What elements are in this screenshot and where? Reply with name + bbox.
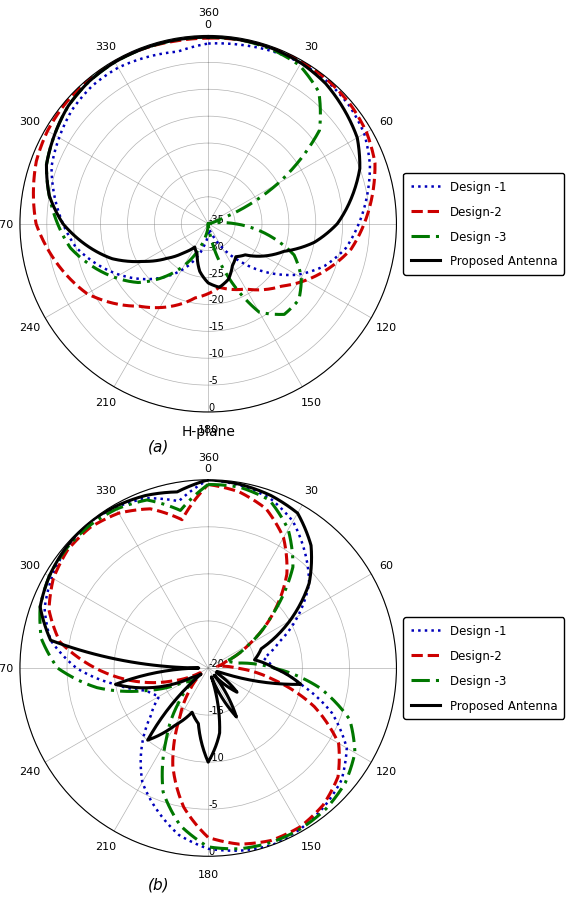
Design -3 — [93, 264, 100, 275]
Proposed Antenna — [252, 654, 259, 665]
Design-2 — [108, 511, 115, 522]
Design -1 — [205, 224, 212, 235]
Design-2 — [216, 282, 223, 293]
Design -1 — [205, 39, 212, 50]
Design -1 — [285, 670, 291, 681]
Proposed Antenna — [205, 33, 212, 44]
Design-2 — [175, 675, 182, 686]
Design -3 — [206, 219, 213, 230]
Proposed Antenna — [115, 255, 122, 266]
Design-2 — [205, 479, 212, 490]
Design -1 — [298, 58, 305, 69]
Proposed Antenna — [191, 242, 198, 253]
Proposed Antenna — [324, 229, 331, 240]
Design -1 — [97, 261, 104, 272]
Proposed Antenna — [349, 191, 355, 202]
Design-2 — [178, 704, 185, 715]
Design -1 — [213, 844, 220, 855]
Proposed Antenna — [205, 475, 212, 486]
Line: Design -3: Design -3 — [46, 38, 320, 315]
Design -1 — [205, 39, 212, 50]
Proposed Antenna — [205, 475, 212, 486]
Design-2 — [106, 60, 113, 71]
Line: Design-2: Design-2 — [49, 485, 339, 844]
Proposed Antenna — [104, 506, 111, 517]
Design -3 — [105, 62, 112, 73]
Design-2 — [369, 189, 376, 200]
Design -1 — [205, 229, 212, 240]
Design-2 — [205, 479, 212, 490]
Design-2 — [151, 302, 157, 313]
Line: Design -1: Design -1 — [52, 45, 370, 280]
Design -3 — [232, 658, 239, 669]
Proposed Antenna — [205, 33, 212, 44]
Design -3 — [294, 670, 301, 681]
Line: Proposed Antenna: Proposed Antenna — [40, 480, 311, 763]
Design-2 — [269, 44, 276, 55]
Proposed Antenna — [160, 681, 166, 692]
Line: Design-2: Design-2 — [33, 39, 375, 308]
Design -1 — [260, 653, 267, 664]
Design-2 — [205, 34, 212, 45]
Design -3 — [205, 33, 212, 44]
Design -3 — [222, 657, 229, 668]
Design-2 — [355, 232, 362, 243]
Design -3 — [205, 479, 212, 490]
Proposed Antenna — [213, 666, 220, 677]
Design -1 — [109, 67, 116, 77]
Design-2 — [205, 34, 212, 45]
Line: Design -1: Design -1 — [45, 480, 347, 851]
Line: Proposed Antenna: Proposed Antenna — [46, 38, 360, 288]
Design-2 — [207, 288, 214, 299]
Design -3 — [298, 824, 305, 834]
Design -1 — [262, 651, 269, 662]
Design -3 — [165, 724, 171, 735]
Design-2 — [66, 273, 73, 284]
Design-2 — [215, 660, 222, 671]
Design -1 — [138, 768, 144, 779]
Design -3 — [176, 264, 183, 275]
Design -1 — [364, 189, 371, 200]
Design -3 — [205, 479, 212, 490]
Text: (a): (a) — [148, 439, 169, 454]
Design -1 — [105, 506, 112, 517]
Design -3 — [211, 843, 218, 854]
Design-2 — [214, 661, 221, 672]
Design -1 — [205, 475, 212, 486]
Line: Design -3: Design -3 — [40, 485, 355, 849]
Design -3 — [205, 221, 212, 232]
Design-2 — [252, 667, 259, 678]
Design -1 — [205, 475, 212, 486]
Design -3 — [108, 507, 114, 518]
Design-2 — [212, 834, 219, 845]
Design -3 — [248, 223, 255, 234]
Proposed Antenna — [105, 62, 112, 73]
Proposed Antenna — [166, 724, 173, 735]
Design -3 — [205, 33, 212, 44]
Legend: Design -1, Design-2, Design -3, Proposed Antenna: Design -1, Design-2, Design -3, Proposed… — [404, 618, 564, 719]
Design -3 — [149, 685, 156, 696]
Design -3 — [205, 219, 212, 230]
Proposed Antenna — [189, 244, 196, 255]
Design -1 — [173, 268, 179, 279]
Proposed Antenna — [209, 750, 216, 761]
Text: (b): (b) — [148, 876, 169, 891]
Legend: Design -1, Design-2, Design -3, Proposed Antenna: Design -1, Design-2, Design -3, Proposed… — [404, 174, 564, 275]
Title: H-plane: H-plane — [181, 425, 235, 438]
Design -1 — [349, 231, 356, 242]
Proposed Antenna — [208, 280, 215, 291]
Proposed Antenna — [283, 669, 290, 680]
Design -1 — [145, 687, 152, 698]
